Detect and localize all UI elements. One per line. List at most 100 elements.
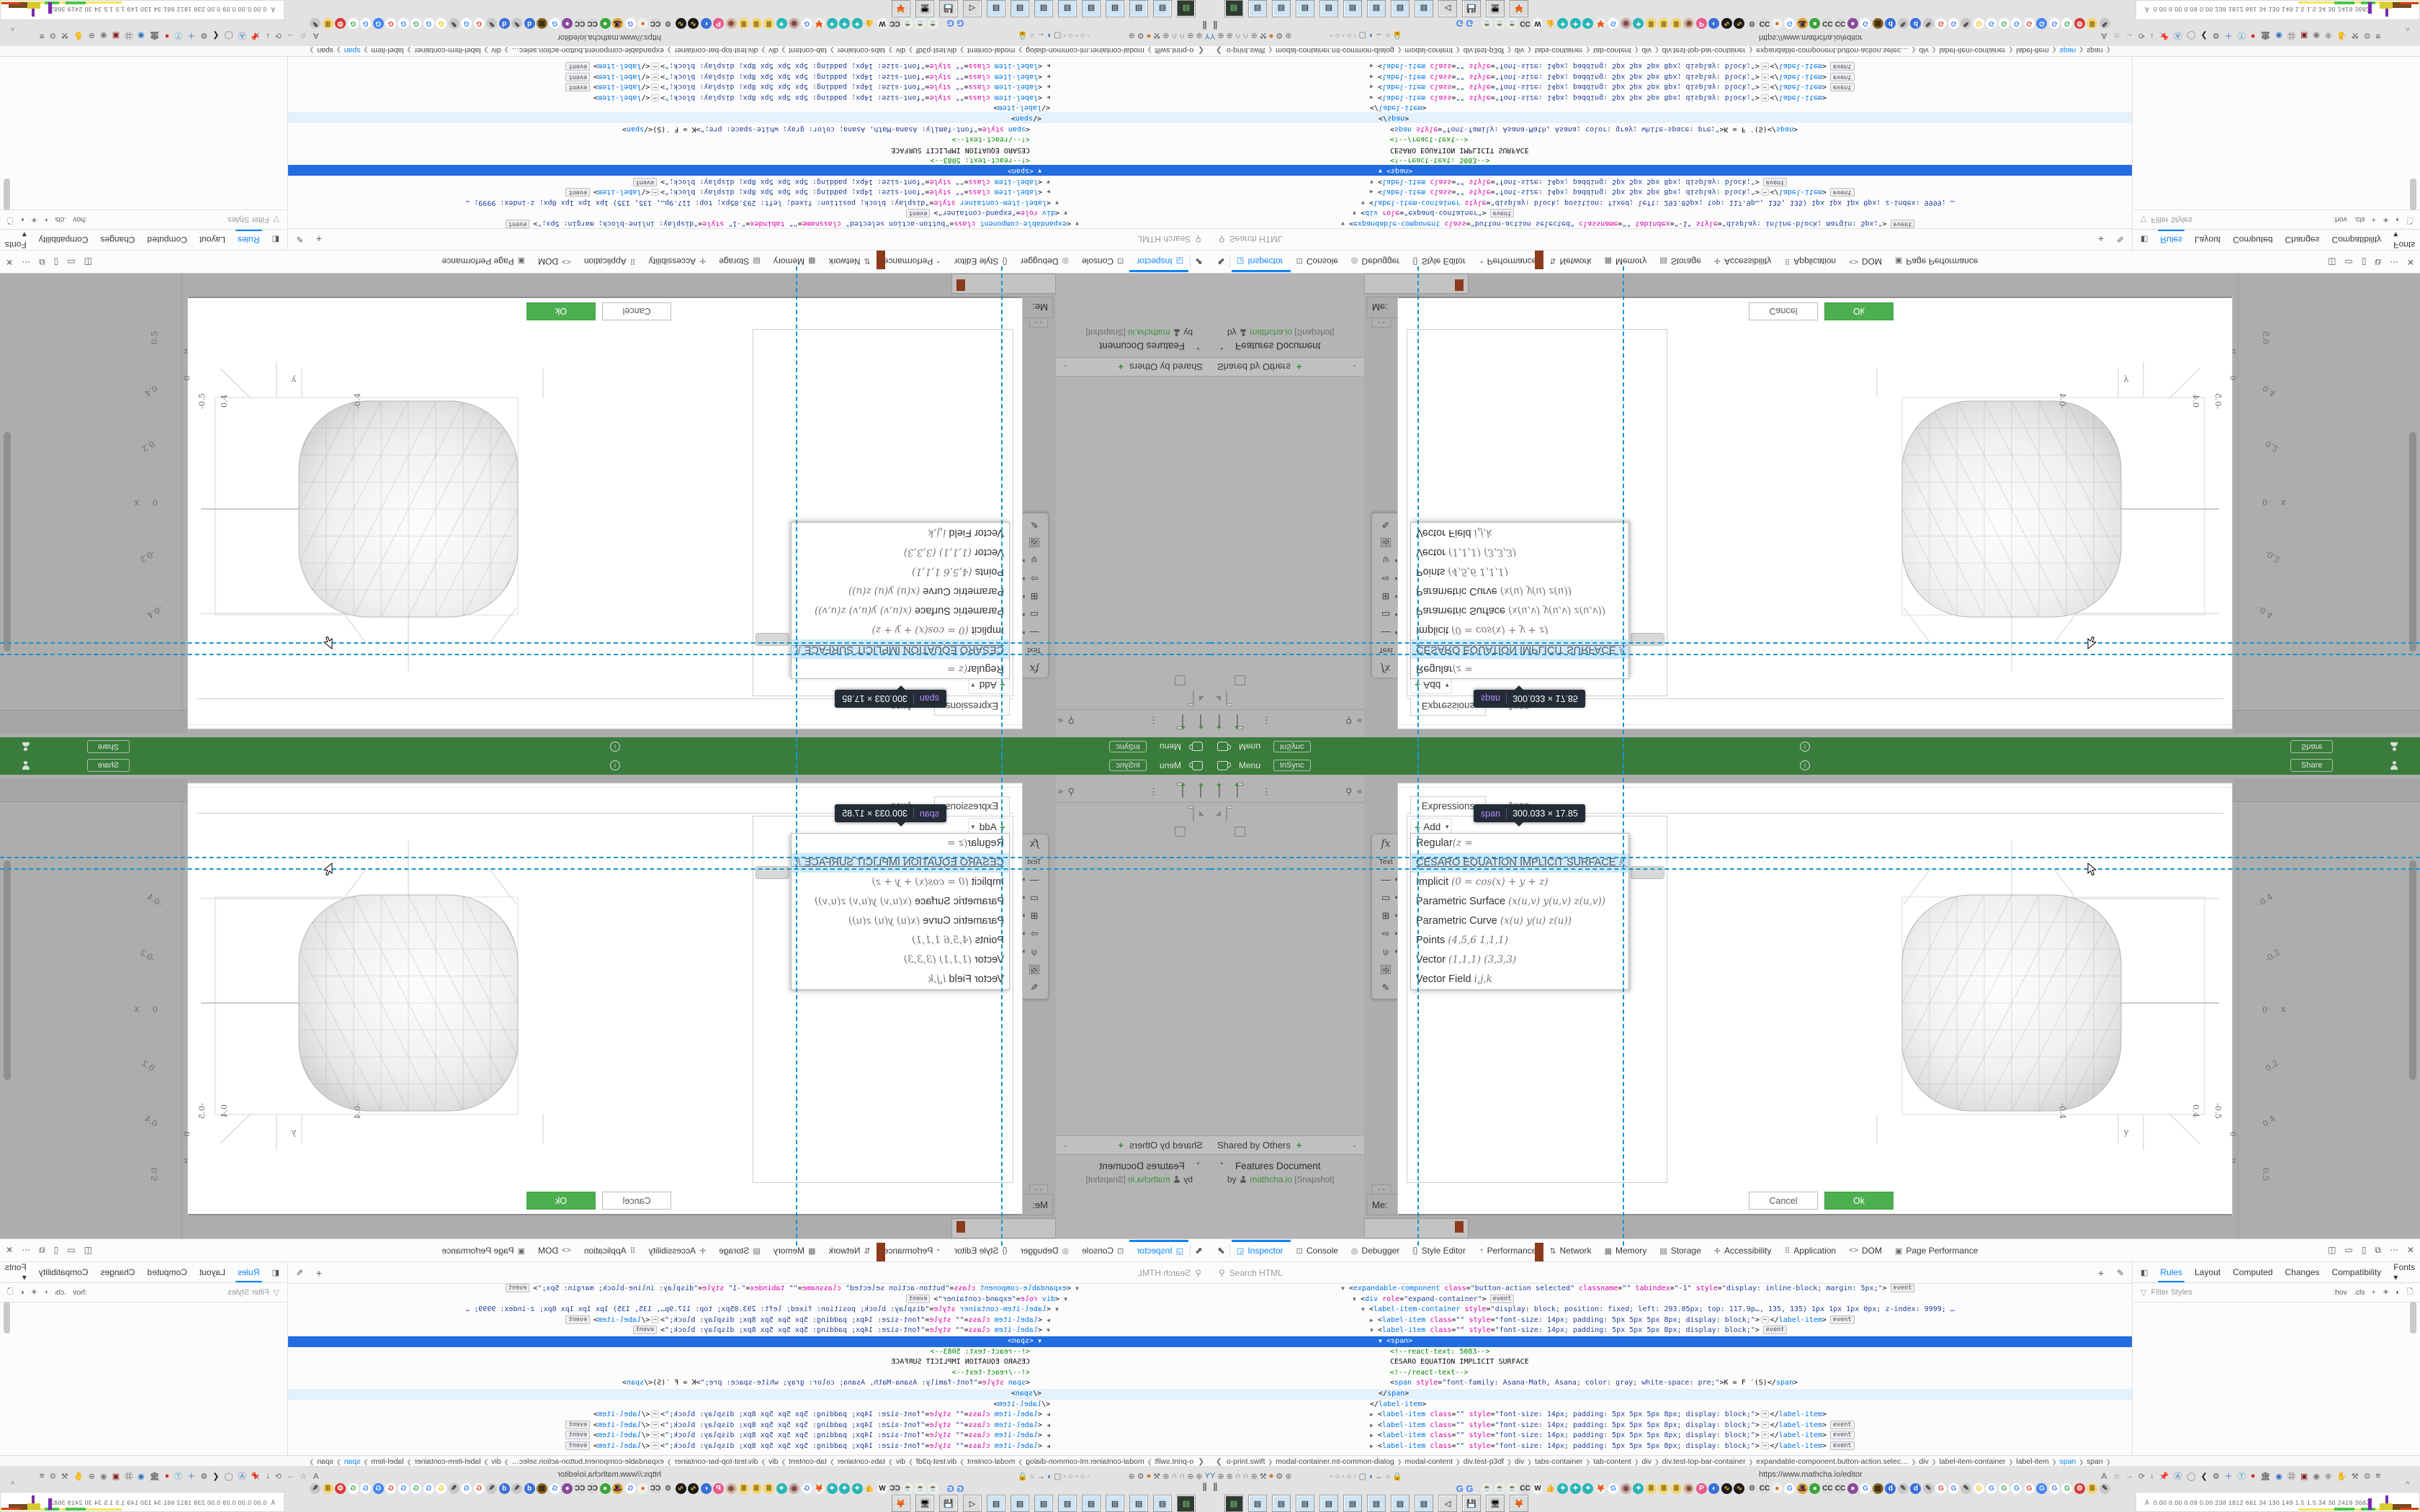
bookmark-favicon[interactable]: ☕ — [915, 18, 926, 30]
taskbar-button-note[interactable]: ▤ — [1391, 1495, 1410, 1512]
breadcrumb-item[interactable]: tab-content — [789, 1457, 827, 1466]
mini-icon[interactable]: Y — [1204, 1472, 1210, 1480]
author-link[interactable]: mathcha.io — [1127, 328, 1170, 338]
taskbar-button-note[interactable]: ▤ — [1153, 0, 1172, 17]
markup-row[interactable]: ▼<span> — [1210, 1336, 2132, 1347]
extension-icon[interactable]: 🏛 — [149, 31, 160, 40]
extension-icon[interactable]: ⊕ — [88, 31, 96, 40]
account-icon[interactable] — [2390, 756, 2398, 775]
bookmark-favicon[interactable]: G — [624, 1482, 636, 1494]
bookmark-favicon[interactable]: CC — [574, 18, 586, 30]
markup-row[interactable]: ▶<label-item class="" style="font-size: … — [1210, 1431, 2132, 1441]
bookmark-favicon[interactable]: ✎ — [1922, 1482, 1934, 1494]
bookmark-favicon[interactable]: ⚙ — [1746, 18, 1757, 30]
mini-icon[interactable]: ▢ — [1358, 31, 1366, 40]
shared-by-others-header[interactable]: Shared by Others + ⌄ — [1056, 357, 1210, 377]
breadcrumb-item[interactable]: label-item — [2016, 1457, 2049, 1466]
mini-icon[interactable]: ⊕ — [1128, 1472, 1135, 1481]
devtools-icon[interactable]: ▭ — [2344, 257, 2353, 267]
rules-panel-tab-fonts[interactable]: Fonts ▾ — [4, 1262, 27, 1282]
bookmark-favicon[interactable]: ✎ — [511, 18, 523, 30]
extension-icon[interactable]: ▣ — [112, 31, 120, 40]
palette-tool[interactable]: ⊞▶ — [1372, 906, 1399, 924]
mathcha-logo-icon[interactable] — [1217, 756, 1231, 775]
bookmark-favicon[interactable]: d — [1885, 18, 1896, 30]
extension-icon[interactable]: ◉ — [138, 1472, 145, 1481]
extension-icon[interactable]: ◉ — [100, 31, 107, 40]
taskbar-button-spk[interactable]: ◁ — [963, 0, 982, 17]
cancel-button[interactable]: Cancel — [1749, 302, 1818, 320]
mathcha-logo-icon[interactable] — [1192, 737, 1203, 756]
bookmark-favicon[interactable]: ● — [599, 18, 611, 30]
bookmark-favicon[interactable]: ✦ — [826, 1482, 838, 1494]
breadcrumb-item[interactable]: div — [768, 1457, 779, 1466]
bookmark-favicon[interactable]: ∿ — [675, 18, 686, 30]
taskbar-button-note[interactable]: ▤ — [1319, 1495, 1338, 1512]
breadcrumb-item[interactable]: div — [768, 46, 779, 55]
breadcrumb-item[interactable]: modal-content — [967, 46, 1016, 55]
extension-icon[interactable]: ⚙ — [49, 31, 57, 40]
bookmark-favicon[interactable]: CC — [889, 18, 901, 30]
shared-add-icon[interactable]: + — [1118, 361, 1124, 372]
extension-icon[interactable]: ▣ — [2300, 31, 2308, 40]
breadcrumb-item[interactable]: label-item-container — [1939, 1457, 2006, 1466]
chevron-up-icon[interactable]: ^ — [2406, 23, 2410, 32]
palette-tool[interactable]: ⍦▶ — [1021, 945, 1037, 957]
bookmark-favicon[interactable]: ✦ — [1633, 1482, 1644, 1494]
devtools-icon[interactable]: ▭ — [67, 1245, 76, 1255]
markup-row[interactable]: ▼<label-item-container style="display: b… — [465, 198, 1059, 207]
bookmark-favicon[interactable]: CC — [574, 1482, 586, 1494]
extension-icon[interactable]: Ａ — [312, 31, 320, 40]
rules-toolbar-icon[interactable]: ◐ — [19, 215, 24, 224]
bookmark-favicon[interactable]: P — [713, 18, 725, 30]
mini-icon[interactable]: ○ — [1068, 1472, 1074, 1481]
devtools-icon[interactable]: ⧉ — [39, 257, 45, 268]
mini-icon[interactable]: ▢ — [1054, 31, 1062, 40]
extension-icon[interactable]: ◉ — [2313, 1472, 2320, 1481]
shared-collapse-icon[interactable]: ⌄ — [1352, 364, 1357, 370]
insync-button[interactable]: InSync — [1273, 737, 1311, 756]
devtools-tab-console[interactable]: ⊡ Console — [1082, 256, 1124, 266]
collapse-sidebar-icon[interactable]: « — [1357, 786, 1363, 796]
share-button[interactable]: Share — [86, 737, 130, 756]
mini-icon[interactable]: ← — [1036, 31, 1045, 40]
breadcrumb-item[interactable]: label-item — [2016, 46, 2049, 55]
bookmark-favicon[interactable]: G — [2048, 1482, 2060, 1494]
bookmark-favicon[interactable]: ✦ — [1569, 18, 1581, 30]
bookmark-favicon[interactable]: G — [2061, 1482, 2073, 1494]
taskbar-button-fox[interactable]: 🦊 — [1510, 1495, 1528, 1512]
palette-tool[interactable]: —▶ — [1372, 870, 1399, 888]
bookmark-favicon[interactable]: G — [624, 18, 636, 30]
breadcrumb-item[interactable]: div.test-top-bar-container — [674, 46, 758, 55]
devtools-icon[interactable]: ▭ — [2344, 1245, 2353, 1255]
extension-icon[interactable]: ＋ — [2224, 1472, 2233, 1481]
bookmark-favicon[interactable]: ∿ — [1721, 18, 1732, 30]
rules-toolbar-icon[interactable]: 🗋 — [2406, 1287, 2413, 1296]
mini-icon[interactable]: ⊕ — [1128, 31, 1135, 40]
bookmark-favicon[interactable]: ☕ — [915, 1482, 926, 1494]
bookmark-favicon[interactable]: ◉ — [1683, 1482, 1695, 1494]
extension-icon[interactable]: → — [287, 32, 295, 40]
extension-icon[interactable]: ㉒ — [125, 31, 133, 40]
bookmark-favicon[interactable]: CC — [1759, 1482, 1770, 1494]
rules-toolbar-icon[interactable]: ☀ — [2382, 1288, 2390, 1297]
menu-button[interactable]: Menu — [1159, 760, 1181, 770]
mathcha-logo-icon[interactable] — [1192, 756, 1203, 775]
tree-collapse-icon[interactable]: ◢ — [1216, 809, 1221, 816]
taskbar-button-sav[interactable]: 💾 — [1462, 1495, 1481, 1512]
markup-row[interactable]: <!--/react-text--> — [951, 135, 1030, 144]
bookmark-favicon[interactable]: ≣ — [750, 18, 762, 30]
mini-icon[interactable]: ⚙ — [1276, 31, 1283, 40]
bookmark-favicon[interactable]: ✎ — [511, 1482, 523, 1494]
taskbar-button-note[interactable]: ▤ — [1367, 0, 1386, 17]
sidebar-toggle-icon[interactable]: ◧ — [272, 235, 279, 244]
bookmark-favicon[interactable]: ✎ — [1897, 18, 1909, 30]
devtools-icon[interactable]: ✕ — [6, 257, 14, 267]
chat-input[interactable] — [1364, 274, 1469, 294]
taskbar-button-mon[interactable]: 🖥 — [915, 1495, 934, 1512]
devtools-tab-debugger[interactable]: ◎ Debugger — [1020, 256, 1070, 266]
palette-tool[interactable]: fx — [1381, 662, 1391, 675]
bookmark-favicon[interactable]: ✦ — [839, 1482, 851, 1494]
devtools-icon[interactable]: ◫ — [2328, 257, 2336, 267]
breadcrumb-item[interactable]: modal-container.mt-common-dialog — [1026, 1457, 1144, 1466]
